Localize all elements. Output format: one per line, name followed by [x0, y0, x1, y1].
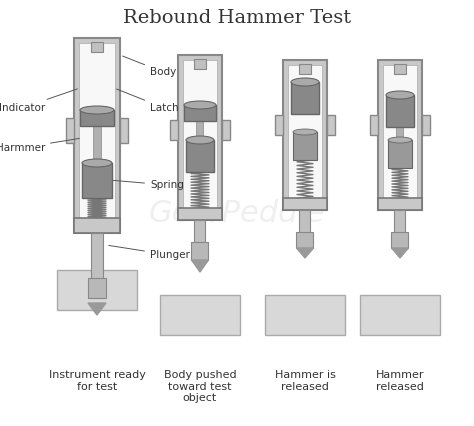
Text: Hammer
released: Hammer released — [376, 370, 424, 391]
Bar — [283, 198, 327, 210]
Bar — [291, 82, 319, 114]
Bar — [191, 242, 209, 260]
Bar — [194, 59, 206, 69]
Polygon shape — [191, 260, 209, 272]
Ellipse shape — [386, 91, 414, 99]
Bar — [88, 278, 106, 298]
Bar — [79, 43, 115, 228]
Bar — [383, 65, 417, 205]
Bar — [301, 80, 309, 98]
Bar — [394, 64, 406, 74]
Bar — [299, 64, 311, 74]
Bar — [91, 42, 103, 52]
Bar — [388, 140, 412, 168]
Bar — [183, 60, 217, 215]
Ellipse shape — [80, 106, 114, 114]
Text: Body: Body — [123, 56, 176, 77]
Bar — [327, 115, 335, 135]
Bar — [120, 118, 128, 143]
Bar — [222, 120, 230, 140]
Bar — [170, 120, 178, 140]
Text: Rebound Hammer Test: Rebound Hammer Test — [123, 9, 351, 27]
Bar — [386, 95, 414, 127]
Bar — [394, 210, 405, 248]
Polygon shape — [297, 248, 313, 258]
Bar — [91, 233, 103, 298]
Bar — [293, 132, 317, 160]
Bar — [275, 115, 283, 135]
Bar — [82, 163, 112, 198]
Bar — [392, 232, 409, 248]
Text: Harmmer: Harmmer — [0, 138, 79, 153]
Text: Body pushed
toward test
object: Body pushed toward test object — [164, 370, 237, 403]
Ellipse shape — [184, 101, 216, 109]
Text: Latch: Latch — [117, 89, 179, 113]
Text: Indicator: Indicator — [0, 89, 77, 113]
Bar — [160, 295, 240, 335]
Ellipse shape — [82, 159, 112, 167]
Bar — [178, 208, 222, 220]
Bar — [186, 140, 214, 172]
Bar — [265, 295, 345, 335]
Ellipse shape — [291, 78, 319, 86]
Bar — [194, 220, 206, 260]
Bar — [80, 110, 114, 126]
Polygon shape — [392, 248, 409, 258]
Bar — [283, 60, 327, 210]
Polygon shape — [88, 303, 106, 315]
Ellipse shape — [388, 137, 412, 143]
Bar — [422, 115, 430, 135]
Bar — [197, 121, 203, 140]
Bar — [288, 65, 322, 205]
Text: Spring: Spring — [112, 180, 184, 190]
Ellipse shape — [293, 129, 317, 135]
Bar — [396, 127, 403, 140]
Bar — [300, 210, 310, 248]
Bar — [74, 218, 120, 233]
Bar — [378, 198, 422, 210]
Text: Hammer is
released: Hammer is released — [274, 370, 336, 391]
Bar — [360, 295, 440, 335]
Text: Instrument ready
for test: Instrument ready for test — [48, 370, 146, 391]
Bar — [370, 115, 378, 135]
Ellipse shape — [186, 136, 214, 144]
Text: GearPeddle: GearPeddle — [149, 199, 325, 227]
Bar — [57, 270, 137, 310]
Bar — [178, 55, 222, 220]
Bar — [378, 60, 422, 210]
Bar — [184, 105, 216, 121]
Bar — [66, 118, 74, 143]
Bar — [297, 232, 313, 248]
Text: Plunger: Plunger — [109, 245, 190, 260]
Bar — [93, 126, 101, 163]
Bar — [74, 38, 120, 233]
